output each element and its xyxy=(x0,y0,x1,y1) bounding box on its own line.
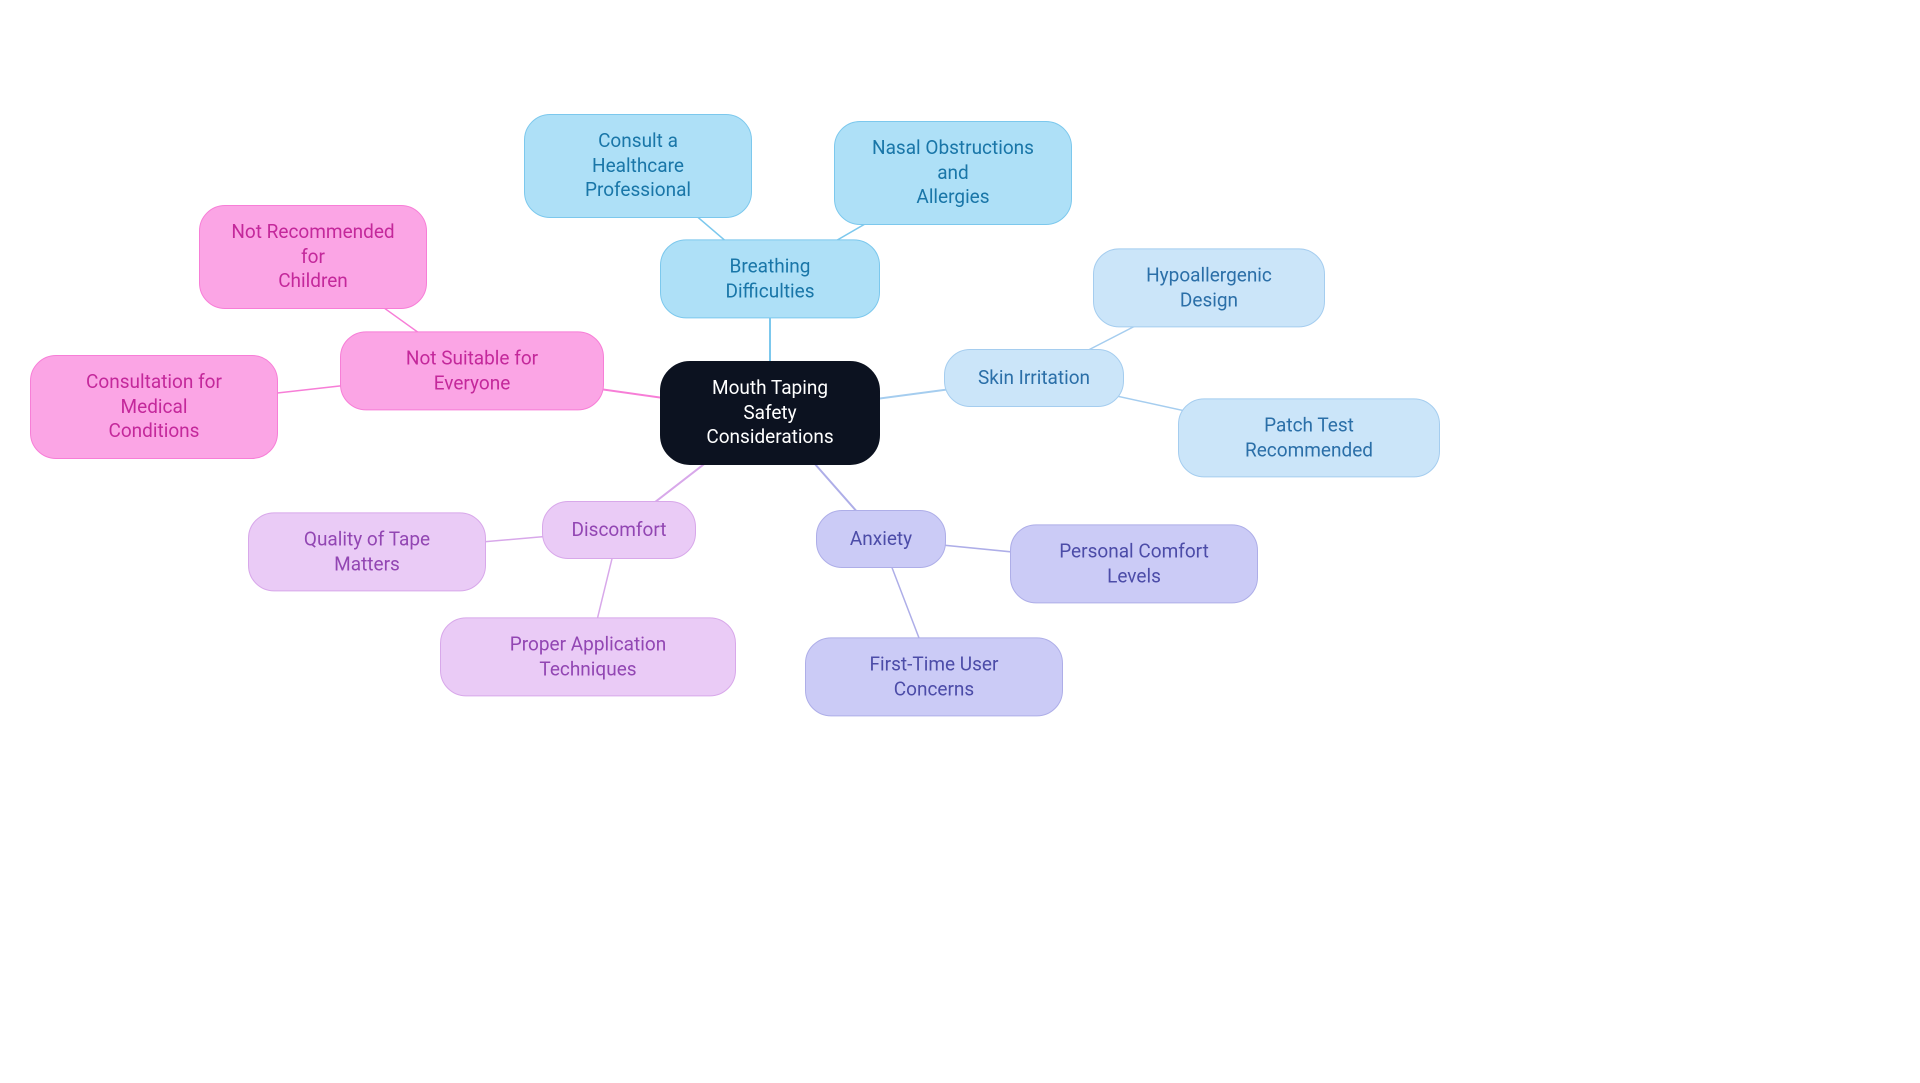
leaf-node-personal-comfort: Personal Comfort Levels xyxy=(1010,524,1258,603)
leaf-node-hypoallergenic: Hypoallergenic Design xyxy=(1093,248,1325,327)
leaf-node-patch-test: Patch Test Recommended xyxy=(1178,398,1440,477)
branch-node-anxiety: Anxiety xyxy=(816,510,946,568)
leaf-node-proper-application: Proper Application Techniques xyxy=(440,617,736,696)
leaf-node-nasal-obstructions: Nasal Obstructions and Allergies xyxy=(834,121,1072,225)
branch-node-skin-irritation: Skin Irritation xyxy=(944,349,1124,407)
leaf-node-consult-medical: Consultation for Medical Conditions xyxy=(30,355,278,459)
leaf-node-first-time: First-Time User Concerns xyxy=(805,637,1063,716)
leaf-node-not-children: Not Recommended for Children xyxy=(199,205,427,309)
leaf-node-quality-tape: Quality of Tape Matters xyxy=(248,512,486,591)
branch-node-discomfort: Discomfort xyxy=(542,501,696,559)
branch-node-not-suitable: Not Suitable for Everyone xyxy=(340,331,604,410)
branch-node-breathing: Breathing Difficulties xyxy=(660,239,880,318)
leaf-node-consult-hcp: Consult a Healthcare Professional xyxy=(524,114,752,218)
center-node: Mouth Taping Safety Considerations xyxy=(660,361,880,465)
